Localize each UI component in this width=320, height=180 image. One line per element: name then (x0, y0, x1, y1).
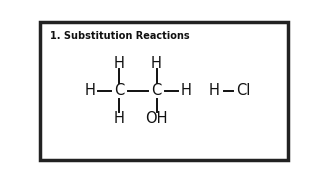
Text: Cl: Cl (236, 83, 251, 98)
Text: H: H (181, 83, 192, 98)
Text: H: H (114, 111, 125, 126)
Text: 1. Substitution Reactions: 1. Substitution Reactions (50, 31, 189, 41)
Text: H: H (208, 83, 219, 98)
Text: OH: OH (145, 111, 168, 126)
Text: H: H (114, 56, 125, 71)
Text: H: H (151, 56, 162, 71)
Text: C: C (151, 83, 162, 98)
Text: H: H (84, 83, 95, 98)
Text: C: C (114, 83, 124, 98)
